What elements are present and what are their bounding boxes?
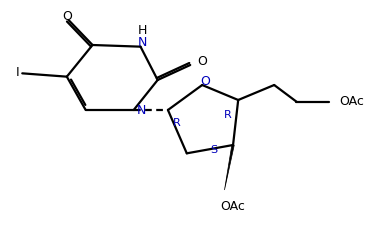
Text: O: O [197, 55, 207, 68]
Text: S: S [211, 145, 218, 155]
Text: I: I [16, 66, 20, 79]
Text: OAc: OAc [339, 95, 364, 108]
Text: O: O [62, 10, 72, 23]
Text: O: O [201, 75, 211, 88]
Text: N: N [137, 103, 147, 116]
Text: N: N [138, 36, 147, 49]
Text: R: R [224, 110, 232, 120]
Text: R: R [173, 118, 180, 128]
Text: OAc: OAc [221, 200, 245, 213]
Polygon shape [224, 145, 234, 190]
Text: H: H [138, 24, 147, 37]
